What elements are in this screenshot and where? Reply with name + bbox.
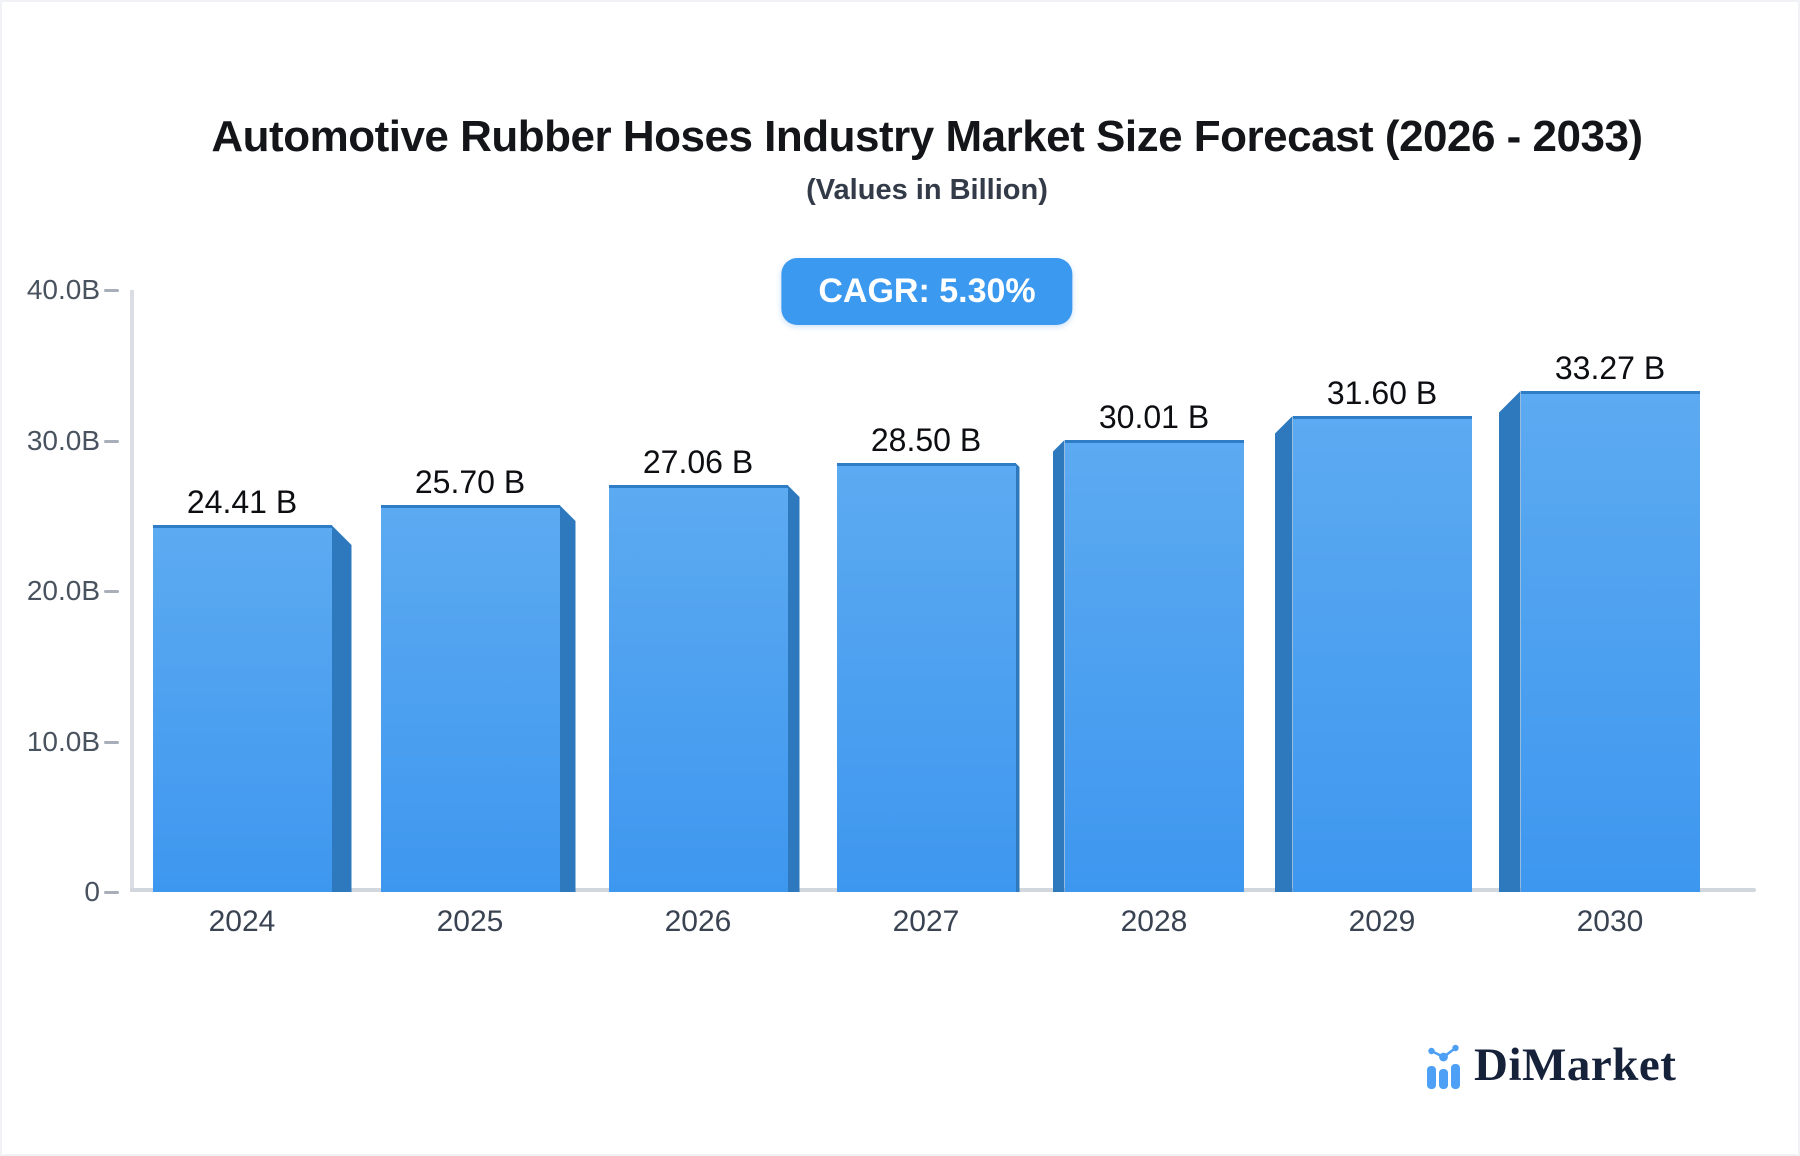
bar-side-face	[1015, 463, 1020, 892]
bar	[1520, 391, 1700, 892]
y-axis-tick	[104, 891, 119, 894]
y-axis-tick-label: 0	[84, 876, 100, 907]
bar-group: 24.41 B	[152, 484, 352, 892]
bar-side-face	[1498, 391, 1521, 892]
bar-group: 25.70 B	[380, 464, 576, 892]
x-axis-label: 2026	[664, 905, 732, 938]
bar-group: 28.50 B	[836, 422, 1020, 892]
cagr-badge-label: CAGR: 5.30%	[818, 272, 1036, 310]
bar-value-label: 30.01 B	[1098, 399, 1210, 435]
bar-group: 33.27 B	[1498, 350, 1700, 892]
x-axis-label: 2029	[1348, 905, 1416, 938]
bar	[836, 463, 1016, 892]
bar-side-face	[1052, 440, 1065, 892]
bar	[608, 485, 788, 892]
y-axis-tick	[104, 740, 119, 744]
dimarket-logo-icon	[1427, 1044, 1460, 1089]
bar	[380, 505, 560, 892]
bar	[152, 525, 332, 892]
bar-side-face	[1274, 416, 1293, 892]
y-axis-tick-label: 40.0B	[26, 274, 100, 305]
chart-title: Automotive Rubber Hoses Industry Market …	[211, 112, 1643, 161]
cagr-badge: CAGR: 5.30%	[781, 258, 1073, 325]
y-axis-tick	[104, 439, 119, 443]
bar-value-label: 28.50 B	[870, 422, 982, 458]
bar-value-label: 27.06 B	[642, 444, 754, 480]
bar-side-face	[559, 505, 576, 892]
bar-value-label: 31.60 B	[1326, 375, 1438, 411]
bar	[1292, 416, 1472, 892]
x-axis-label: 2028	[1120, 905, 1188, 938]
bar-value-label: 25.70 B	[414, 464, 526, 500]
bar-group: 27.06 B	[608, 444, 800, 892]
y-axis-tick-label: 20.0B	[26, 575, 100, 606]
dimarket-logo: DiMarket	[1426, 1042, 1676, 1089]
bar-side-face	[787, 485, 800, 892]
x-axis-label: 2030	[1576, 905, 1644, 938]
bar-group: 31.60 B	[1274, 375, 1472, 892]
bar-group: 30.01 B	[1052, 399, 1244, 892]
bar	[1064, 440, 1244, 892]
bar-value-label: 33.27 B	[1554, 350, 1666, 386]
y-axis-tick	[104, 590, 119, 593]
bar-side-face	[331, 525, 352, 892]
y-axis-tick	[104, 289, 119, 292]
x-axis-label: 2025	[436, 905, 504, 938]
x-axis-label: 2024	[208, 905, 276, 938]
chart-subtitle: (Values in Billion)	[806, 174, 1048, 206]
x-axis-label: 2027	[892, 905, 960, 938]
y-axis-tick-label: 10.0B	[26, 725, 100, 757]
bar-value-label: 24.41 B	[186, 484, 298, 520]
y-axis-tick-label: 30.0B	[26, 424, 100, 456]
y-axis-line	[130, 290, 134, 892]
dimarket-logo-text: DiMarket	[1474, 1039, 1677, 1091]
